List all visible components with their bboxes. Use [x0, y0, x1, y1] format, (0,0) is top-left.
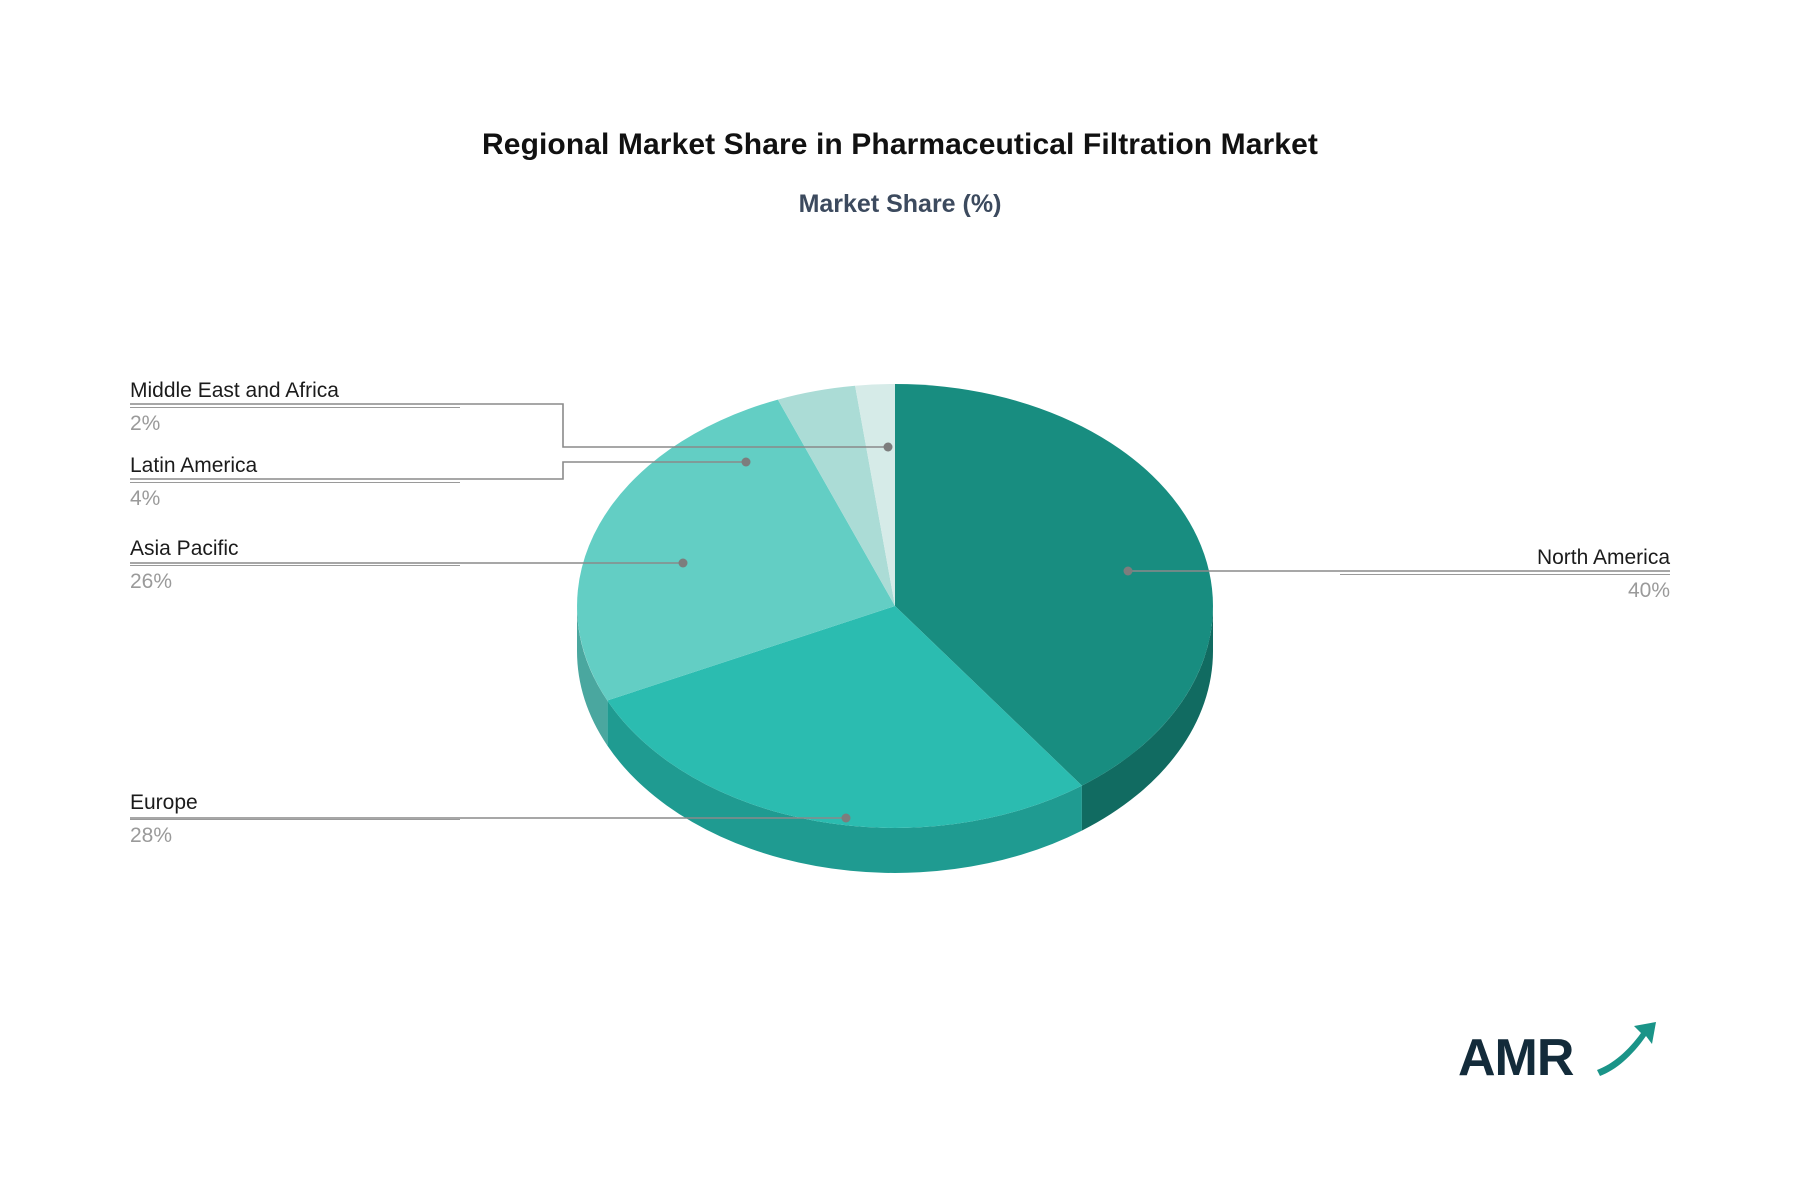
leader-middle-east-africa	[130, 403, 893, 452]
leader-latin-america	[130, 457, 751, 480]
callout-value-label: 40%	[1627, 579, 1670, 602]
callout-divider	[130, 565, 460, 566]
pie-top-face	[577, 384, 1213, 828]
callout-north-america[interactable]: North America 40%	[1340, 545, 1670, 604]
callout-category-label: Middle East and Africa	[130, 379, 339, 402]
callout-category-label: North America	[1536, 546, 1670, 569]
slice-europe[interactable]	[607, 606, 1082, 828]
slice-latin-america[interactable]	[777, 385, 895, 606]
pie-3d-depth	[577, 606, 1213, 873]
callout-category-label: Europe	[130, 791, 198, 814]
depth-europe	[607, 700, 1082, 873]
leader-north-america	[1123, 566, 1670, 576]
slice-middle-east-africa[interactable]	[855, 384, 895, 606]
chart-subtitle: Market Share (%)	[798, 190, 1002, 218]
slice-north-america[interactable]	[895, 384, 1213, 786]
growth-arrow-icon	[1597, 1022, 1656, 1076]
chart-title: Regional Market Share in Pharmaceutical …	[482, 128, 1318, 161]
callout-value-label: 2%	[130, 412, 161, 435]
slice-asia-pacific[interactable]	[577, 399, 895, 701]
callout-category-label: Latin America	[130, 454, 258, 477]
amr-logo[interactable]: AMR	[1458, 1020, 1638, 1092]
callout-category-label: Asia Pacific	[130, 537, 239, 560]
callout-divider	[130, 407, 460, 408]
callout-value-label: 28%	[130, 824, 173, 847]
callout-latin-america[interactable]: Latin America 4%	[130, 453, 460, 512]
callout-europe[interactable]: Europe 28%	[130, 790, 460, 849]
amr-logo-text: AMR	[1458, 1029, 1574, 1087]
callout-value-label: 4%	[130, 487, 161, 510]
leader-europe	[130, 813, 851, 823]
callout-divider	[130, 482, 460, 483]
callout-asia-pacific[interactable]: Asia Pacific 26%	[130, 536, 460, 595]
leader-asia-pacific	[130, 558, 688, 568]
depth-north-america	[1081, 606, 1213, 831]
callout-divider	[130, 819, 460, 820]
leader-lines	[130, 403, 1670, 823]
depth-asia-pacific	[577, 606, 608, 746]
callout-value-label: 26%	[130, 570, 173, 593]
callout-middle-east-africa[interactable]: Middle East and Africa 2%	[130, 378, 460, 437]
callout-divider	[1340, 574, 1670, 575]
